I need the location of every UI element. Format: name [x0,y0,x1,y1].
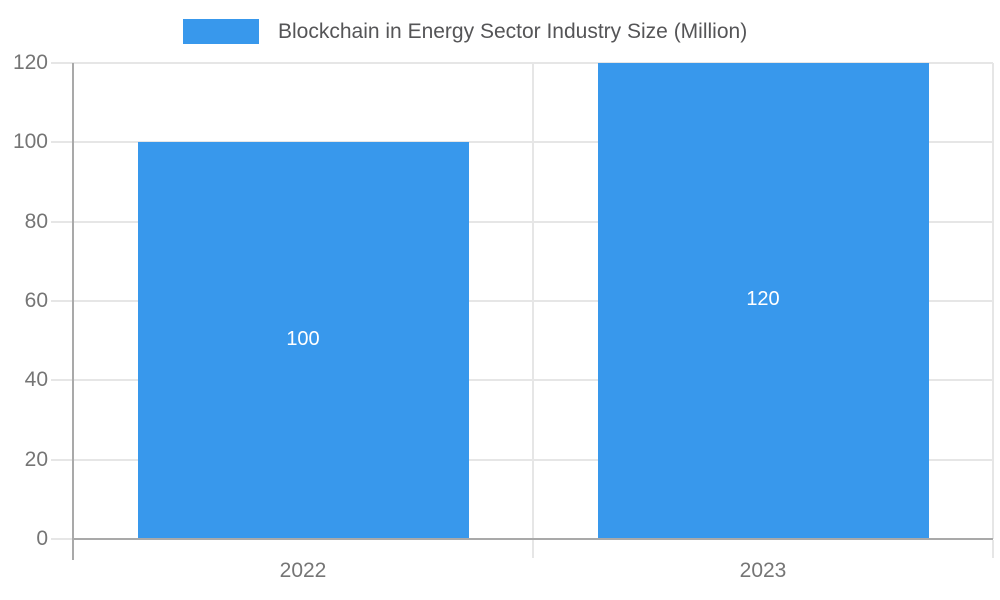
y-axis-label-60: 60 [24,289,48,312]
x-tick-1 [532,540,534,558]
gridline-x-2 [992,63,994,539]
legend-swatch [183,19,259,44]
legend: Blockchain in Energy Sector Industry Siz… [183,19,747,44]
y-tick-20 [51,458,73,461]
y-axis-label-20: 20 [24,447,48,471]
plot-area: 100 120 [73,62,994,539]
y-tick-80 [51,220,73,223]
y-tick-60 [51,300,73,302]
y-tick-100 [51,141,73,144]
bar-value-label-2022: 100 [286,327,320,350]
y-axis-line [72,63,74,560]
y-tick-0 [51,538,73,540]
bar-value-label-2023: 120 [746,288,780,310]
legend-label: Blockchain in Energy Sector Industry Siz… [278,19,748,43]
bar-2022[interactable]: 100 [137,142,469,539]
y-axis-label-0: 0 [36,527,48,550]
y-axis-label-40: 40 [24,368,48,392]
x-axis-label-2023: 2023 [739,559,787,582]
y-axis-label-100: 100 [12,130,48,154]
x-axis-label-2022: 2022 [279,559,327,582]
y-tick-40 [51,379,73,382]
y-axis-label-120: 120 [12,51,48,74]
x-tick-2 [992,540,994,558]
gridline-x-1 [532,63,534,539]
x-axis-line [73,538,993,540]
y-axis-label-80: 80 [24,209,48,233]
bar-2023[interactable]: 120 [597,63,929,539]
y-tick-120 [51,62,73,64]
